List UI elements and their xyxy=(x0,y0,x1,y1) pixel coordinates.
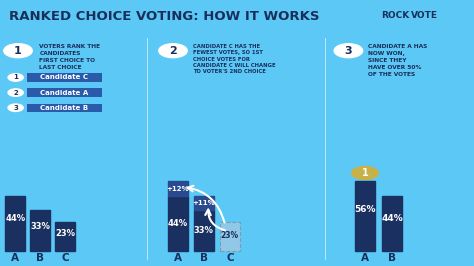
Text: 1: 1 xyxy=(14,46,22,56)
Text: HAVE OVER 50%: HAVE OVER 50% xyxy=(368,65,422,70)
Circle shape xyxy=(159,44,187,58)
Text: 23%: 23% xyxy=(55,229,75,238)
Text: NOW WON,: NOW WON, xyxy=(368,51,405,56)
Text: 44%: 44% xyxy=(381,214,403,223)
Text: SINCE THEY: SINCE THEY xyxy=(368,58,407,63)
Bar xyxy=(168,181,188,196)
Bar xyxy=(355,181,375,251)
Text: OF THE VOTES: OF THE VOTES xyxy=(368,72,415,77)
FancyBboxPatch shape xyxy=(27,73,102,82)
Text: 2: 2 xyxy=(169,46,177,56)
Bar xyxy=(30,210,50,251)
Text: Candidate B: Candidate B xyxy=(40,105,88,111)
Text: 3: 3 xyxy=(345,46,352,56)
Bar xyxy=(168,196,188,251)
FancyBboxPatch shape xyxy=(220,222,240,251)
FancyBboxPatch shape xyxy=(27,88,102,97)
Text: B: B xyxy=(200,253,208,263)
Text: C: C xyxy=(226,253,234,263)
Text: VOTE: VOTE xyxy=(411,11,438,20)
Text: Candidate C: Candidate C xyxy=(40,74,88,81)
Text: ROCK: ROCK xyxy=(382,11,410,20)
Text: 2: 2 xyxy=(13,90,18,95)
Text: CANDIDATES: CANDIDATES xyxy=(39,51,81,56)
Circle shape xyxy=(8,74,23,81)
Text: 33%: 33% xyxy=(194,226,214,235)
Text: CHOICE VOTES FOR: CHOICE VOTES FOR xyxy=(193,56,250,61)
Text: 44%: 44% xyxy=(5,214,25,223)
Circle shape xyxy=(334,44,363,58)
FancyArrowPatch shape xyxy=(205,210,225,230)
Circle shape xyxy=(8,104,23,111)
Text: FEWEST VOTES, SO 1ST: FEWEST VOTES, SO 1ST xyxy=(193,51,263,56)
Text: CANDIDATE C WILL CHANGE: CANDIDATE C WILL CHANGE xyxy=(193,63,275,68)
Text: RANKED CHOICE VOTING: HOW IT WORKS: RANKED CHOICE VOTING: HOW IT WORKS xyxy=(9,10,320,23)
Bar xyxy=(194,210,214,251)
Text: B: B xyxy=(36,253,44,263)
Text: A: A xyxy=(361,253,369,263)
Circle shape xyxy=(352,167,378,180)
Text: 33%: 33% xyxy=(30,222,50,231)
Text: Candidate A: Candidate A xyxy=(40,90,88,95)
Text: 56%: 56% xyxy=(354,205,376,214)
Circle shape xyxy=(8,89,23,96)
Text: +11%: +11% xyxy=(192,200,215,206)
FancyArrowPatch shape xyxy=(188,186,225,222)
Text: FIRST CHOICE TO: FIRST CHOICE TO xyxy=(39,58,95,63)
Text: LAST CHOICE: LAST CHOICE xyxy=(39,65,82,70)
Text: 1: 1 xyxy=(362,168,368,178)
Text: +12%: +12% xyxy=(166,186,189,192)
Bar xyxy=(5,196,25,251)
Text: TO VOTER'S 2ND CHOICE: TO VOTER'S 2ND CHOICE xyxy=(193,69,266,74)
Text: 1: 1 xyxy=(13,74,18,81)
Text: A: A xyxy=(11,253,19,263)
Bar xyxy=(194,196,214,210)
Circle shape xyxy=(4,44,32,58)
Text: CANDIDATE A HAS: CANDIDATE A HAS xyxy=(368,44,428,49)
Text: C: C xyxy=(62,253,69,263)
Text: VOTERS RANK THE: VOTERS RANK THE xyxy=(39,44,100,49)
Text: A: A xyxy=(174,253,182,263)
Text: 23%: 23% xyxy=(221,231,239,240)
Text: B: B xyxy=(388,253,396,263)
Bar xyxy=(55,222,75,251)
Bar xyxy=(382,196,402,251)
FancyBboxPatch shape xyxy=(27,103,102,112)
Text: 3: 3 xyxy=(13,105,18,111)
Text: CANDIDATE C HAS THE: CANDIDATE C HAS THE xyxy=(193,44,260,49)
Text: 44%: 44% xyxy=(168,219,188,228)
